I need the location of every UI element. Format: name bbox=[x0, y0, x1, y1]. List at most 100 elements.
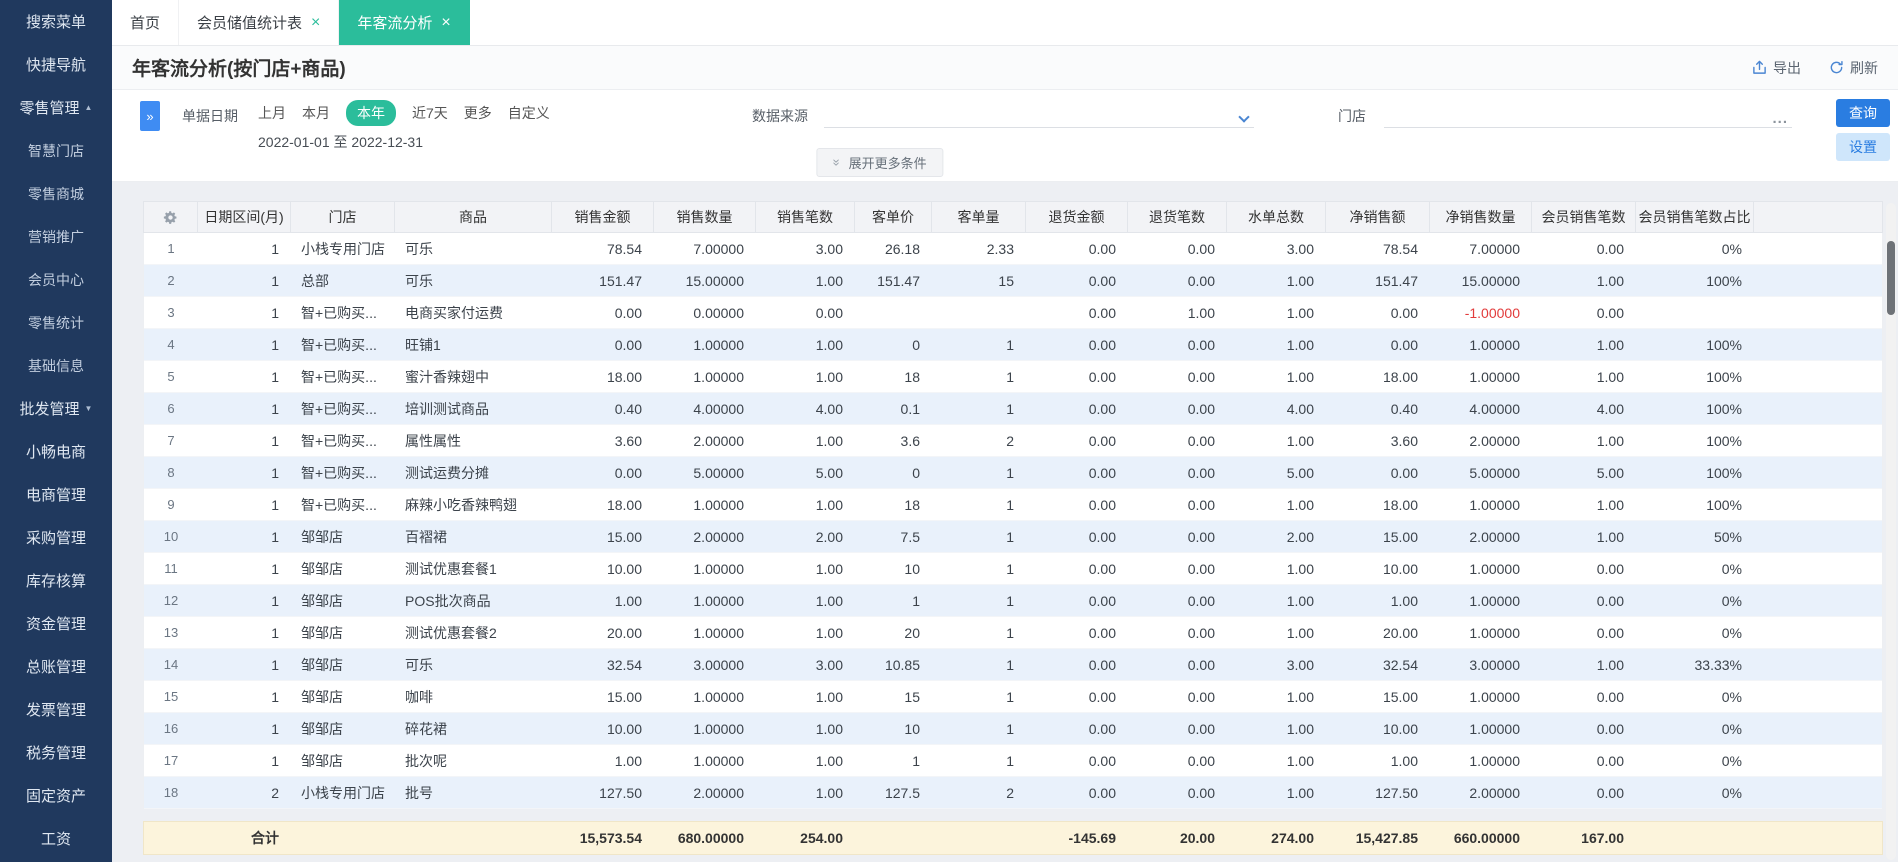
sidebar-item-payroll[interactable]: 工资 bbox=[0, 817, 112, 860]
gear-icon[interactable] bbox=[144, 202, 198, 232]
sidebar-item-retail-management[interactable]: 零售管理 ▲ bbox=[0, 86, 112, 129]
cell-ret_cnt: 0.00 bbox=[1187, 720, 1215, 737]
table-row[interactable]: 8 1 智+已购买... 测试运费分摊 0.00 5.00000 5.00 0 1 0.00 0.0… bbox=[144, 457, 1882, 489]
sidebar-item-retail-mall[interactable]: 零售商城 bbox=[0, 172, 112, 215]
cell-mem_cnt: 1.00 bbox=[1596, 336, 1624, 353]
sidebar-item-quick-nav[interactable]: 快捷导航 bbox=[0, 43, 112, 86]
column-header-bill_cnt[interactable]: 水单总数 bbox=[1227, 202, 1326, 232]
cell-filler bbox=[1754, 329, 1882, 360]
scrollbar-thumb[interactable] bbox=[1887, 241, 1895, 315]
quick-option-last-7-days[interactable]: 近7天 bbox=[412, 105, 448, 121]
sidebar-item-wholesale-management[interactable]: 批发管理 ▼ bbox=[0, 387, 112, 430]
export-button[interactable]: 导出 bbox=[1752, 58, 1801, 78]
table-row[interactable]: 4 1 智+已购买... 旺铺1 0.00 1.00000 1.00 0 1 0.00 0.00 1.… bbox=[144, 329, 1882, 361]
sidebar-item-smart-store[interactable]: 智慧门店 bbox=[0, 129, 112, 172]
sidebar-item-retail-statistics[interactable]: 零售统计 bbox=[0, 301, 112, 344]
sidebar-item-label: 会员中心 bbox=[28, 271, 84, 288]
sidebar-item-marketing-promotion[interactable]: 营销推广 bbox=[0, 215, 112, 258]
data-source-select[interactable] bbox=[824, 100, 1254, 128]
cell-sale_qty: 1.00000 bbox=[693, 624, 744, 641]
column-header-ret_cnt[interactable]: 退货笔数 bbox=[1128, 202, 1227, 232]
column-header-per_qty[interactable]: 客单量 bbox=[932, 202, 1026, 232]
table-row[interactable]: 14 1 邹邹店 可乐 32.54 3.00000 3.00 10.85 1 0.00 0.00 3.… bbox=[144, 649, 1882, 681]
table-row[interactable]: 1 1 小栈专用门店 可乐 78.54 7.00000 3.00 26.18 2.33 0.00 0… bbox=[144, 233, 1882, 265]
row-number: 12 bbox=[163, 593, 179, 608]
sidebar-item-basic-info[interactable]: 基础信息 bbox=[0, 344, 112, 387]
collapse-filter-button[interactable]: » bbox=[140, 101, 160, 131]
table-row[interactable]: 9 1 智+已购买... 麻辣小吃香辣鸭翅 18.00 1.00000 1.00 18 1 0.0… bbox=[144, 489, 1882, 521]
cell-net_amt: 32.54 bbox=[1382, 656, 1418, 673]
table-row[interactable]: 18 2 小栈专用门店 批号 127.50 2.00000 1.00 127.5 2 0.00 0.… bbox=[144, 777, 1882, 809]
tab-home[interactable]: 首页 bbox=[112, 0, 180, 45]
sidebar-item-fixed-assets[interactable]: 固定资产 bbox=[0, 774, 112, 817]
column-header-sale_amt[interactable]: 销售金额 bbox=[552, 202, 654, 232]
cell-store: 邹邹店 bbox=[301, 688, 343, 705]
sidebar-item-xiaochang-ecommerce[interactable]: 小畅电商 bbox=[0, 430, 112, 473]
cell-net_amt: 18.00 bbox=[1382, 368, 1418, 385]
cell-net_qty: 5.00000 bbox=[1469, 464, 1520, 481]
cell-ret_cnt: 0.00 bbox=[1187, 688, 1215, 705]
column-header-price[interactable]: 客单价 bbox=[855, 202, 932, 232]
tab-member-stored-value-report[interactable]: 会员储值统计表 × bbox=[179, 0, 340, 45]
column-header-mem_pct[interactable]: 会员销售笔数占比 bbox=[1636, 202, 1754, 232]
query-button[interactable]: 查询 bbox=[1836, 99, 1890, 127]
column-header-product[interactable]: 商品 bbox=[395, 202, 552, 232]
quick-option-custom[interactable]: 自定义 bbox=[507, 105, 550, 121]
sidebar-item-general-ledger[interactable]: 总账管理 bbox=[0, 645, 112, 688]
cell-month: 1 bbox=[271, 560, 279, 577]
table-row[interactable]: 10 1 邹邹店 百褶裙 15.00 2.00000 2.00 7.5 1 0.00 0.00 2.0… bbox=[144, 521, 1882, 553]
tab-annual-customer-flow[interactable]: 年客流分析 × bbox=[339, 0, 470, 45]
quick-option-last-month[interactable]: 上月 bbox=[258, 105, 286, 121]
more-ellipsis-icon[interactable]: ... bbox=[1772, 110, 1788, 127]
column-header-month[interactable]: 日期区间(月) bbox=[198, 202, 291, 232]
settings-button[interactable]: 设置 bbox=[1836, 133, 1890, 161]
vertical-scrollbar[interactable] bbox=[1886, 203, 1896, 860]
sidebar-item-purchase-management[interactable]: 采购管理 bbox=[0, 516, 112, 559]
cell-price: 127.5 bbox=[884, 784, 920, 801]
column-header-sale_qty[interactable]: 销售数量 bbox=[654, 202, 756, 232]
table-row[interactable]: 16 1 邹邹店 碎花裙 10.00 1.00000 1.00 10 1 0.00 0.00 1.00… bbox=[144, 713, 1882, 745]
cell-sale_amt: 0.00 bbox=[614, 336, 642, 353]
cell-product: 旺铺1 bbox=[405, 336, 441, 353]
table-row[interactable]: 13 1 邹邹店 测试优惠套餐2 20.00 1.00000 1.00 20 1 0.00 0.00… bbox=[144, 617, 1882, 649]
column-header-store[interactable]: 门店 bbox=[291, 202, 395, 232]
column-header-mem_cnt[interactable]: 会员销售笔数 bbox=[1532, 202, 1636, 232]
column-header-net_amt[interactable]: 净销售额 bbox=[1326, 202, 1430, 232]
table-row[interactable]: 3 1 智+已购买... 电商买家付运费 0.00 0.00000 0.00 0.00 1.00… bbox=[144, 297, 1882, 329]
cell-store: 邹邹店 bbox=[301, 528, 343, 545]
date-range-value[interactable]: 2022-01-01 至 2022-12-31 bbox=[258, 134, 424, 150]
quick-option-this-month[interactable]: 本月 bbox=[302, 105, 330, 121]
sidebar-item-inventory-accounting[interactable]: 库存核算 bbox=[0, 559, 112, 602]
table-row[interactable]: 6 1 智+已购买... 培训测试商品 0.40 4.00000 4.00 0.1 1 0.00 0… bbox=[144, 393, 1882, 425]
quick-option-more[interactable]: 更多 bbox=[463, 105, 492, 121]
refresh-button[interactable]: 刷新 bbox=[1829, 58, 1878, 78]
cell-mem_pct: 0% bbox=[1721, 720, 1742, 737]
sidebar-item-funds-management[interactable]: 资金管理 bbox=[0, 602, 112, 645]
cell-sale_qty: 4.00000 bbox=[693, 400, 744, 417]
table-row[interactable]: 2 1 总部 可乐 151.47 15.00000 1.00 151.47 15 0.00 0.00… bbox=[144, 265, 1882, 297]
table-row[interactable]: 17 1 邹邹店 批次呢 1.00 1.00000 1.00 1 1 0.00 0.00 1.00 1.… bbox=[144, 745, 1882, 777]
table-row[interactable]: 7 1 智+已购买... 属性属性 3.60 2.00000 1.00 3.6 2 0.00 0.0… bbox=[144, 425, 1882, 457]
sidebar-item-ecommerce-management[interactable]: 电商管理 bbox=[0, 473, 112, 516]
close-icon[interactable]: × bbox=[311, 13, 321, 31]
table-row[interactable]: 11 1 邹邹店 测试优惠套餐1 10.00 1.00000 1.00 10 1 0.00 0.00… bbox=[144, 553, 1882, 585]
cell-filler bbox=[1754, 457, 1882, 488]
cell-per_qty: 2.33 bbox=[986, 240, 1014, 257]
cell-net_qty: 2.00000 bbox=[1469, 784, 1520, 801]
column-header-ret_amt[interactable]: 退货金额 bbox=[1026, 202, 1128, 232]
quick-option-this-year[interactable]: 本年 bbox=[346, 100, 396, 126]
sidebar-item-search-menu[interactable]: 搜索菜单 bbox=[0, 0, 112, 43]
cell-price: 3.6 bbox=[900, 432, 920, 449]
table-row[interactable]: 15 1 邹邹店 咖啡 15.00 1.00000 1.00 15 1 0.00 0.00 1.00 1… bbox=[144, 681, 1882, 713]
close-icon[interactable]: × bbox=[441, 13, 451, 31]
store-input[interactable]: ... bbox=[1384, 100, 1792, 128]
table-row[interactable]: 12 1 邹邹店 POS批次商品 1.00 1.00000 1.00 1 1 0.00 0.00 1.… bbox=[144, 585, 1882, 617]
sidebar-item-member-center[interactable]: 会员中心 bbox=[0, 258, 112, 301]
table-row[interactable]: 5 1 智+已购买... 蜜汁香辣翅中 18.00 1.00000 1.00 18 1 0.00 0… bbox=[144, 361, 1882, 393]
column-header-net_qty[interactable]: 净销售数量 bbox=[1430, 202, 1532, 232]
column-header-sale_cnt[interactable]: 销售笔数 bbox=[756, 202, 855, 232]
sidebar-item-tax-management[interactable]: 税务管理 bbox=[0, 731, 112, 774]
row-number: 5 bbox=[167, 369, 175, 384]
expand-more-button[interactable]: » 展开更多条件 bbox=[816, 148, 944, 177]
sidebar-item-invoice-management[interactable]: 发票管理 bbox=[0, 688, 112, 731]
